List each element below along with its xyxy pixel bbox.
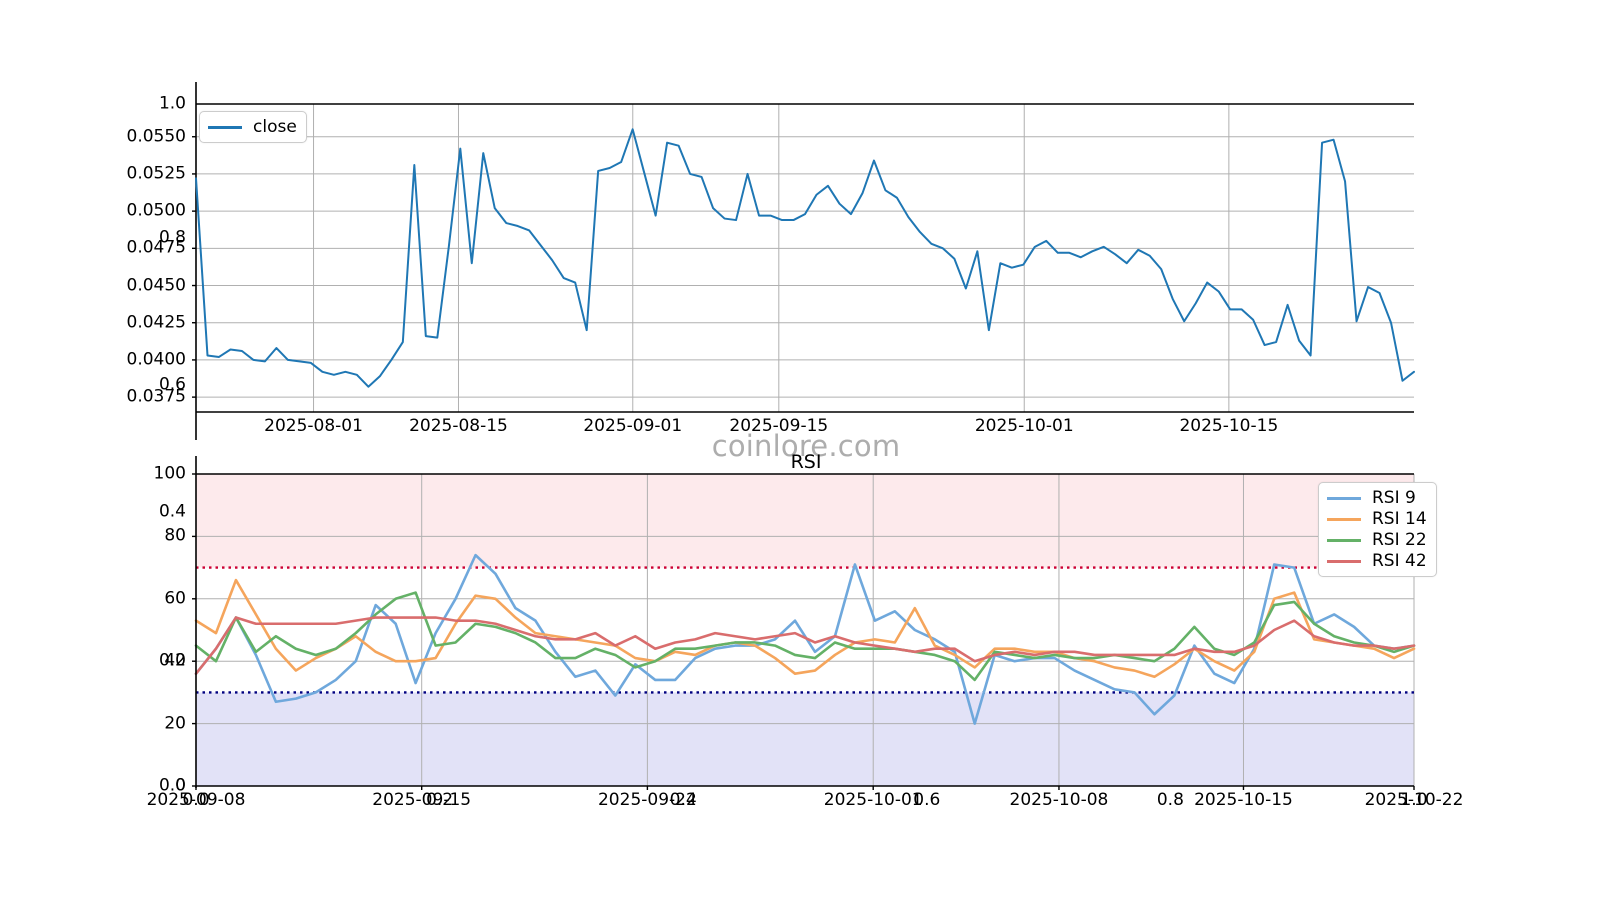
rsi-legend-item[interactable]: RSI 22 <box>1327 530 1427 550</box>
price-y-tick: 0.0400 <box>126 349 186 370</box>
price-x-tick: 2025-10-15 <box>1179 416 1279 436</box>
rsi-legend-label: RSI 42 <box>1372 550 1427 571</box>
rsi-legend-swatch-icon <box>1327 538 1361 542</box>
rsi-x-tick: 2025-09-22 <box>597 790 697 810</box>
rsi-y-tick: 60 <box>164 588 186 609</box>
rsi-x-fraction-tick: 1.0 <box>1400 790 1428 810</box>
price-x-tick: 2025-09-01 <box>583 416 683 436</box>
price-y-fraction-tick: 1.0 <box>158 93 186 114</box>
rsi-y-tick: 100 <box>153 463 186 484</box>
rsi-y-tick: 0 <box>175 775 186 796</box>
price-x-tick: 2025-08-01 <box>264 416 363 436</box>
rsi-x-fraction-tick: 0.2 <box>426 790 454 810</box>
price-legend-swatch-icon <box>208 125 242 129</box>
rsi-legend-swatch-icon <box>1327 496 1361 500</box>
rsi-x-fraction-tick: 0.6 <box>913 790 941 810</box>
price-x-tick: 2025-09-15 <box>729 416 829 436</box>
rsi-legend-label: RSI 9 <box>1372 487 1416 508</box>
price-y-fraction-tick: 0.8 <box>158 227 186 248</box>
rsi-x-tick: 2025-10-08 <box>1009 790 1109 810</box>
price-legend[interactable]: close <box>199 111 307 143</box>
rsi-legend-swatch-icon <box>1327 517 1361 521</box>
rsi-legend-label: RSI 14 <box>1372 508 1427 529</box>
rsi-y-tick: 20 <box>164 713 186 734</box>
rsi-x-fraction-tick: 0.8 <box>1156 790 1184 810</box>
rsi-panel-title: RSI <box>790 451 822 473</box>
rsi-legend-item[interactable]: RSI 14 <box>1327 509 1427 529</box>
rsi-x-fraction-tick: 0.4 <box>669 790 697 810</box>
rsi-x-tick: 2025-10-01 <box>823 790 923 810</box>
price-y-tick: 0.0425 <box>126 312 186 333</box>
rsi-x-tick: 2025-09-15 <box>372 790 472 810</box>
rsi-legend-swatch-icon <box>1327 559 1361 563</box>
rsi-y-fraction-tick: 0.4 <box>158 501 186 522</box>
rsi-y-fraction-tick: 0.0 <box>158 775 186 796</box>
price-y-tick: 0.0475 <box>126 237 186 258</box>
price-y-tick: 0.0375 <box>126 386 186 407</box>
rsi-legend-label: RSI 22 <box>1372 529 1427 550</box>
price-y-tick: 0.0550 <box>126 126 186 147</box>
price-x-tick: 2025-10-01 <box>974 416 1074 436</box>
rsi-legend-item[interactable]: RSI 9 <box>1327 488 1427 508</box>
rsi-x-tick: 2025-10-15 <box>1194 790 1293 810</box>
rsi-y-tick: 40 <box>164 650 186 671</box>
price-legend-item[interactable]: close <box>208 117 297 137</box>
rsi-legend-item[interactable]: RSI 42 <box>1327 551 1427 571</box>
coinlore-watermark: coinlore.com <box>711 429 901 463</box>
rsi-x-fraction-tick: 0.0 <box>182 790 210 810</box>
price-y-tick: 0.0450 <box>126 275 186 296</box>
price-y-tick: 0.0525 <box>126 163 186 184</box>
price-legend-label: close <box>253 116 297 137</box>
price-y-fraction-tick: 0.6 <box>158 374 186 395</box>
rsi-y-fraction-tick: 0.2 <box>158 650 186 671</box>
rsi-legend[interactable]: RSI 9 RSI 14 RSI 22 RSI 42 <box>1318 482 1437 577</box>
rsi-x-tick: 2025-09-08 <box>146 790 246 810</box>
price-x-tick: 2025-08-15 <box>409 416 508 436</box>
price-y-tick: 0.0500 <box>126 200 186 221</box>
rsi-y-tick: 80 <box>164 525 186 546</box>
rsi-x-tick: 2025-10-22 <box>1364 790 1464 810</box>
